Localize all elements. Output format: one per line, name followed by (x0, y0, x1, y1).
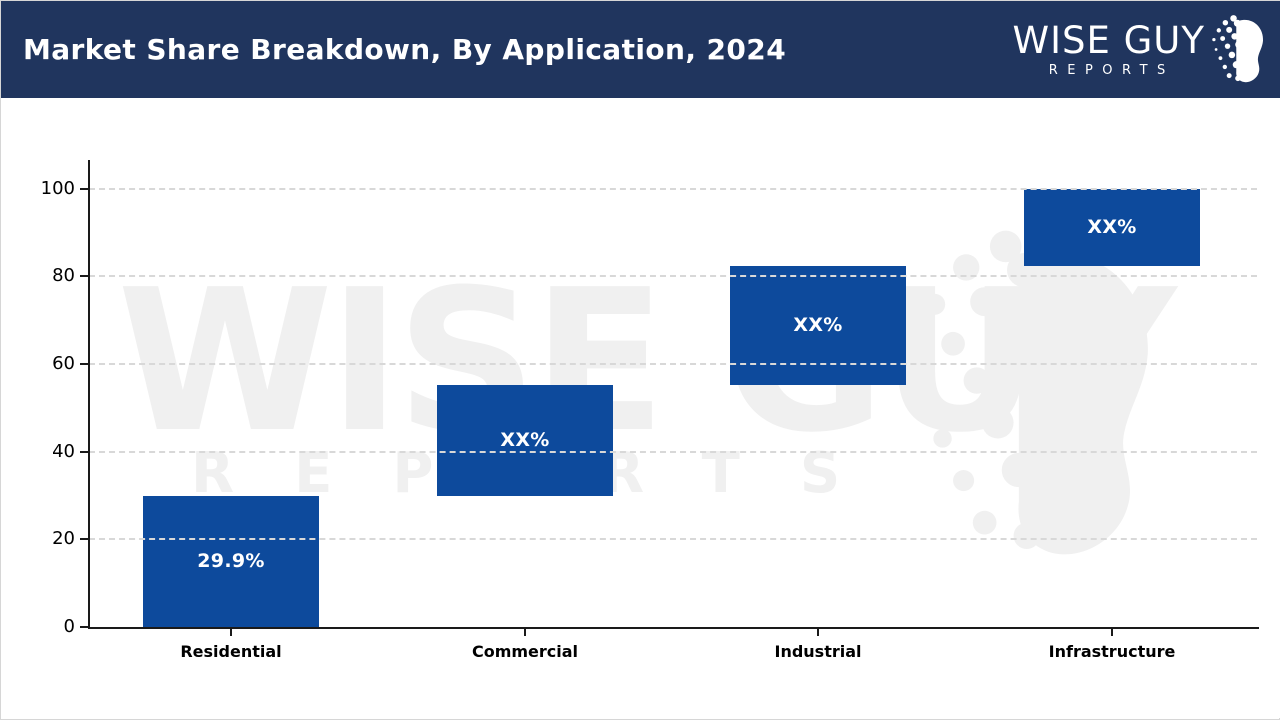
y-axis-line (88, 160, 90, 629)
y-tick-label-80: 80 (52, 265, 75, 287)
y-tick-100 (80, 187, 89, 190)
gridline-40 (89, 450, 1257, 453)
wise-guy-logo: WISE GUY REPORTS (1013, 13, 1269, 87)
x-axis-line (88, 627, 1259, 629)
waterfall-chart: 0 20 40 60 80 100 29.9% Residential XX% Commercia… (1, 98, 1280, 718)
chart-area: WISE GUY REPORTS 02040608010029.9%Reside… (1, 98, 1280, 718)
y-tick-60 (80, 362, 89, 365)
x-axis-label-residential: Residential (180, 642, 282, 661)
y-tick-80 (80, 275, 89, 278)
bar-infrastructure: XX% (1024, 188, 1200, 266)
bar-commercial: XX% (437, 384, 613, 496)
bar-residential: 29.9% (143, 495, 319, 627)
gridline-20 (89, 538, 1257, 541)
y-tick-label-40: 40 (52, 440, 75, 462)
bar-value-label-infrastructure: XX% (1087, 216, 1137, 239)
y-tick-20 (80, 538, 89, 541)
x-axis-label-industrial: Industrial (774, 642, 862, 661)
logo-head-icon (1212, 14, 1264, 82)
y-tick-label-20: 20 (52, 528, 75, 550)
page-title: Market Share Breakdown, By Application, … (23, 33, 787, 66)
gridline-100 (89, 187, 1257, 190)
logo-subtext: REPORTS (1048, 62, 1175, 78)
y-tick-label-60: 60 (52, 352, 75, 374)
y-tick-0 (80, 626, 89, 628)
header: Market Share Breakdown, By Application, … (1, 1, 1280, 98)
y-tick-label-0: 0 (63, 616, 75, 637)
bar-value-label-commercial: XX% (500, 429, 550, 452)
y-tick-label-100: 100 (40, 177, 75, 199)
x-axis-label-commercial: Commercial (471, 642, 579, 661)
x-axis-label-infrastructure: Infrastructure (1048, 642, 1176, 661)
logo-name: WISE GUY (1012, 18, 1205, 62)
gridline-80 (89, 275, 1257, 278)
bar-value-label-residential: 29.9% (197, 550, 265, 573)
y-tick-40 (80, 450, 89, 453)
bar-industrial: XX% (730, 265, 906, 385)
gridline-60 (89, 362, 1257, 365)
logo-wordmark: WISE GUY REPORTS (1013, 22, 1205, 78)
bar-value-label-industrial: XX% (793, 314, 843, 337)
x-tick-infrastructure (1111, 629, 1113, 636)
x-tick-industrial (817, 629, 819, 636)
x-tick-residential (230, 629, 232, 636)
x-tick-commercial (524, 629, 526, 636)
